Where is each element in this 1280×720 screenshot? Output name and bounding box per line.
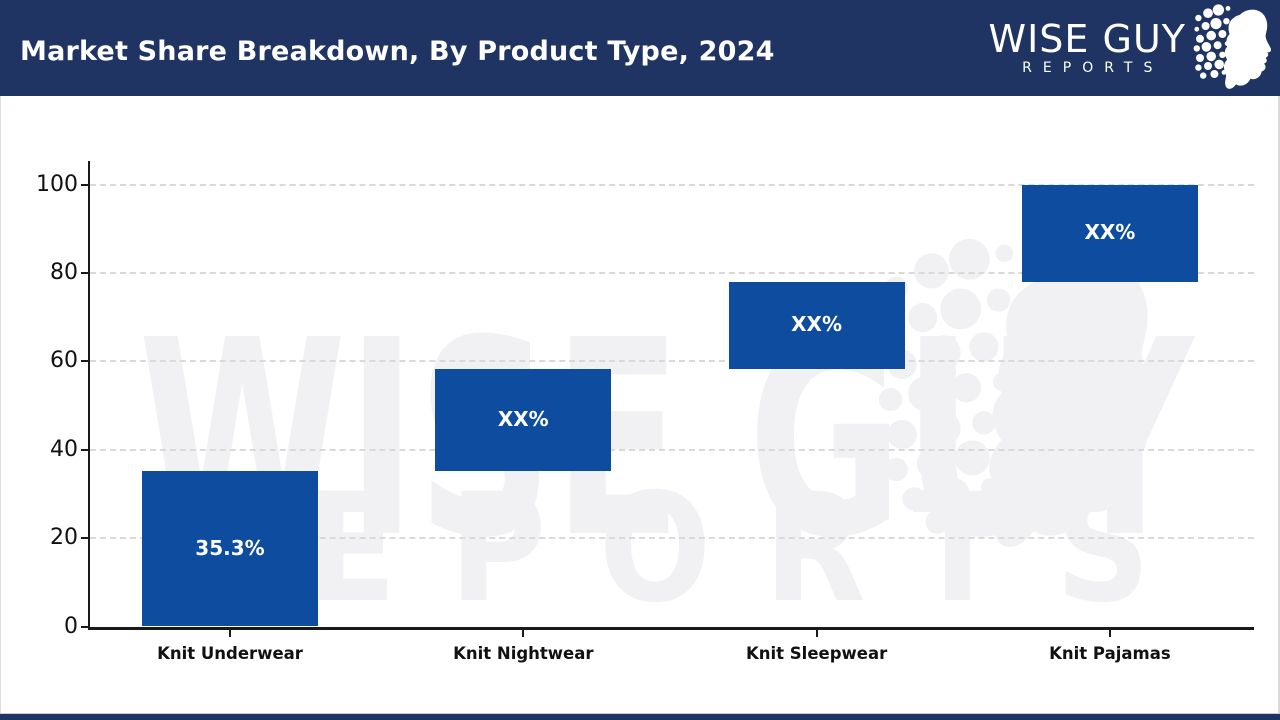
brand-logo: WISE GUY REPORTS bbox=[989, 2, 1274, 94]
gridline-60 bbox=[90, 360, 1254, 363]
brand-logo-text: WISE GUY REPORTS bbox=[988, 16, 1186, 77]
category-label-0: Knit Underwear bbox=[157, 643, 303, 663]
category-label-3: Knit Pajamas bbox=[1049, 643, 1171, 663]
bar-value-label-1: XX% bbox=[497, 406, 549, 431]
footer-divider bbox=[0, 713, 1280, 714]
x-tick-1 bbox=[522, 629, 525, 637]
bar-value-label-2: XX% bbox=[791, 312, 843, 337]
brand-head-icon bbox=[1193, 4, 1272, 89]
bar-2 bbox=[728, 281, 905, 369]
y-tick-100 bbox=[81, 183, 88, 186]
x-tick-0 bbox=[229, 629, 231, 637]
left-border bbox=[0, 96, 1, 720]
bar-3 bbox=[1021, 184, 1198, 282]
waterfall-chart: 0 20 40 60 80 100 35.3% Knit Underwear XX% Knit N… bbox=[0, 96, 1280, 714]
gridline-80 bbox=[90, 272, 1254, 275]
chart-title: Market Share Breakdown, By Product Type,… bbox=[20, 36, 775, 67]
y-tick-label-60: 60 bbox=[50, 348, 78, 374]
gridline-100 bbox=[90, 183, 1254, 186]
footer-bar bbox=[0, 714, 1280, 720]
x-tick-2 bbox=[815, 629, 818, 637]
y-tick-0 bbox=[81, 625, 88, 628]
y-tick-20 bbox=[81, 537, 88, 540]
gridline-20 bbox=[90, 537, 1254, 540]
y-tick-80 bbox=[81, 272, 88, 275]
category-label-1: Knit Nightwear bbox=[453, 643, 594, 663]
gridline-40 bbox=[90, 448, 1254, 451]
y-axis-line bbox=[88, 160, 90, 630]
brand-subname: REPORTS bbox=[1022, 60, 1164, 77]
watermark-head-icon bbox=[878, 238, 1162, 548]
bar-value-label-0: 35.3% bbox=[195, 535, 265, 560]
bar-1 bbox=[435, 368, 612, 471]
y-tick-label-40: 40 bbox=[50, 436, 78, 462]
right-border bbox=[1278, 96, 1280, 720]
category-label-2: Knit Sleepwear bbox=[745, 643, 888, 663]
x-axis-line bbox=[88, 626, 1254, 630]
y-tick-40 bbox=[81, 448, 88, 451]
y-tick-label-0: 0 bbox=[64, 613, 78, 639]
y-tick-label-80: 80 bbox=[50, 260, 78, 286]
bar-0 bbox=[142, 470, 318, 627]
x-tick-3 bbox=[1108, 629, 1111, 637]
y-tick-label-20: 20 bbox=[50, 525, 78, 551]
y-tick-label-100: 100 bbox=[36, 171, 78, 197]
header-bar: Market Share Breakdown, By Product Type,… bbox=[0, 0, 1280, 96]
bar-value-label-3: XX% bbox=[1084, 220, 1136, 245]
brand-name: WISE GUY bbox=[988, 16, 1186, 61]
y-tick-60 bbox=[81, 360, 88, 363]
